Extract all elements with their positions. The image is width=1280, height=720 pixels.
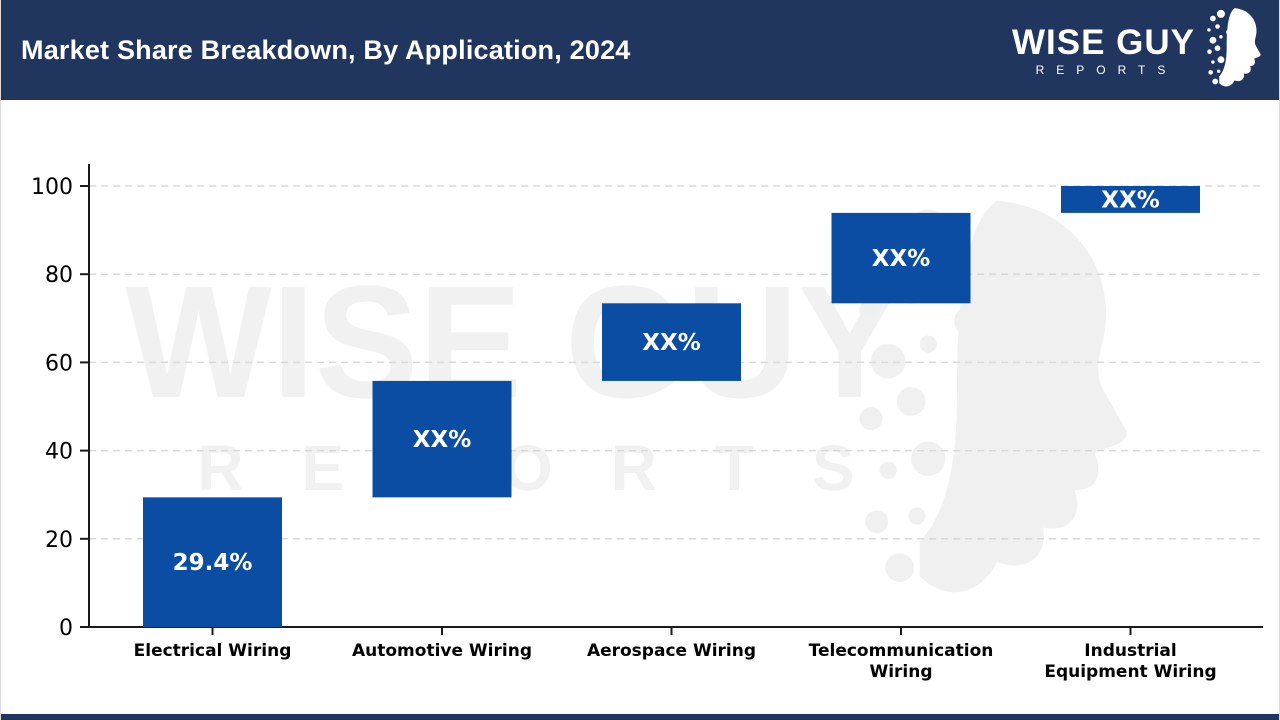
x-category-label: Automotive Wiring	[352, 641, 532, 661]
bar	[372, 380, 512, 498]
y-tick-label: 20	[45, 528, 73, 553]
bar-value-label: 29.4%	[173, 550, 253, 576]
x-category-label: Industrial	[1084, 641, 1176, 661]
y-tick-label: 0	[59, 616, 73, 641]
y-tick-label: 60	[45, 351, 73, 376]
x-category-label: Equipment Wiring	[1044, 662, 1216, 682]
brand-subtitle: REPORTS	[1035, 62, 1178, 77]
bar	[143, 497, 282, 627]
brand-logo: WISE GUY REPORTS	[1012, 7, 1265, 93]
bar-value-label: XX%	[872, 246, 931, 272]
bar-value-label: XX%	[1101, 187, 1160, 213]
header-bar: Market Share Breakdown, By Application, …	[1, 0, 1279, 100]
footer-bar	[1, 714, 1279, 720]
chart-title: Market Share Breakdown, By Application, …	[21, 34, 631, 65]
x-category-label: Aerospace Wiring	[587, 641, 756, 661]
y-tick-label: 80	[45, 263, 73, 288]
x-category-label: Electrical Wiring	[134, 641, 292, 661]
bar-value-label: XX%	[642, 330, 701, 356]
bar	[602, 303, 741, 381]
bar-value-label: XX%	[413, 427, 472, 453]
brand-wordmark: WISE GUY REPORTS	[1012, 25, 1195, 76]
y-tick-label: 40	[45, 440, 73, 465]
y-tick-label: 100	[31, 175, 73, 200]
x-category-label: Wiring	[869, 662, 932, 682]
x-category-label: Telecommunication	[809, 641, 994, 661]
brand-name: WISE GUY	[1011, 22, 1195, 62]
